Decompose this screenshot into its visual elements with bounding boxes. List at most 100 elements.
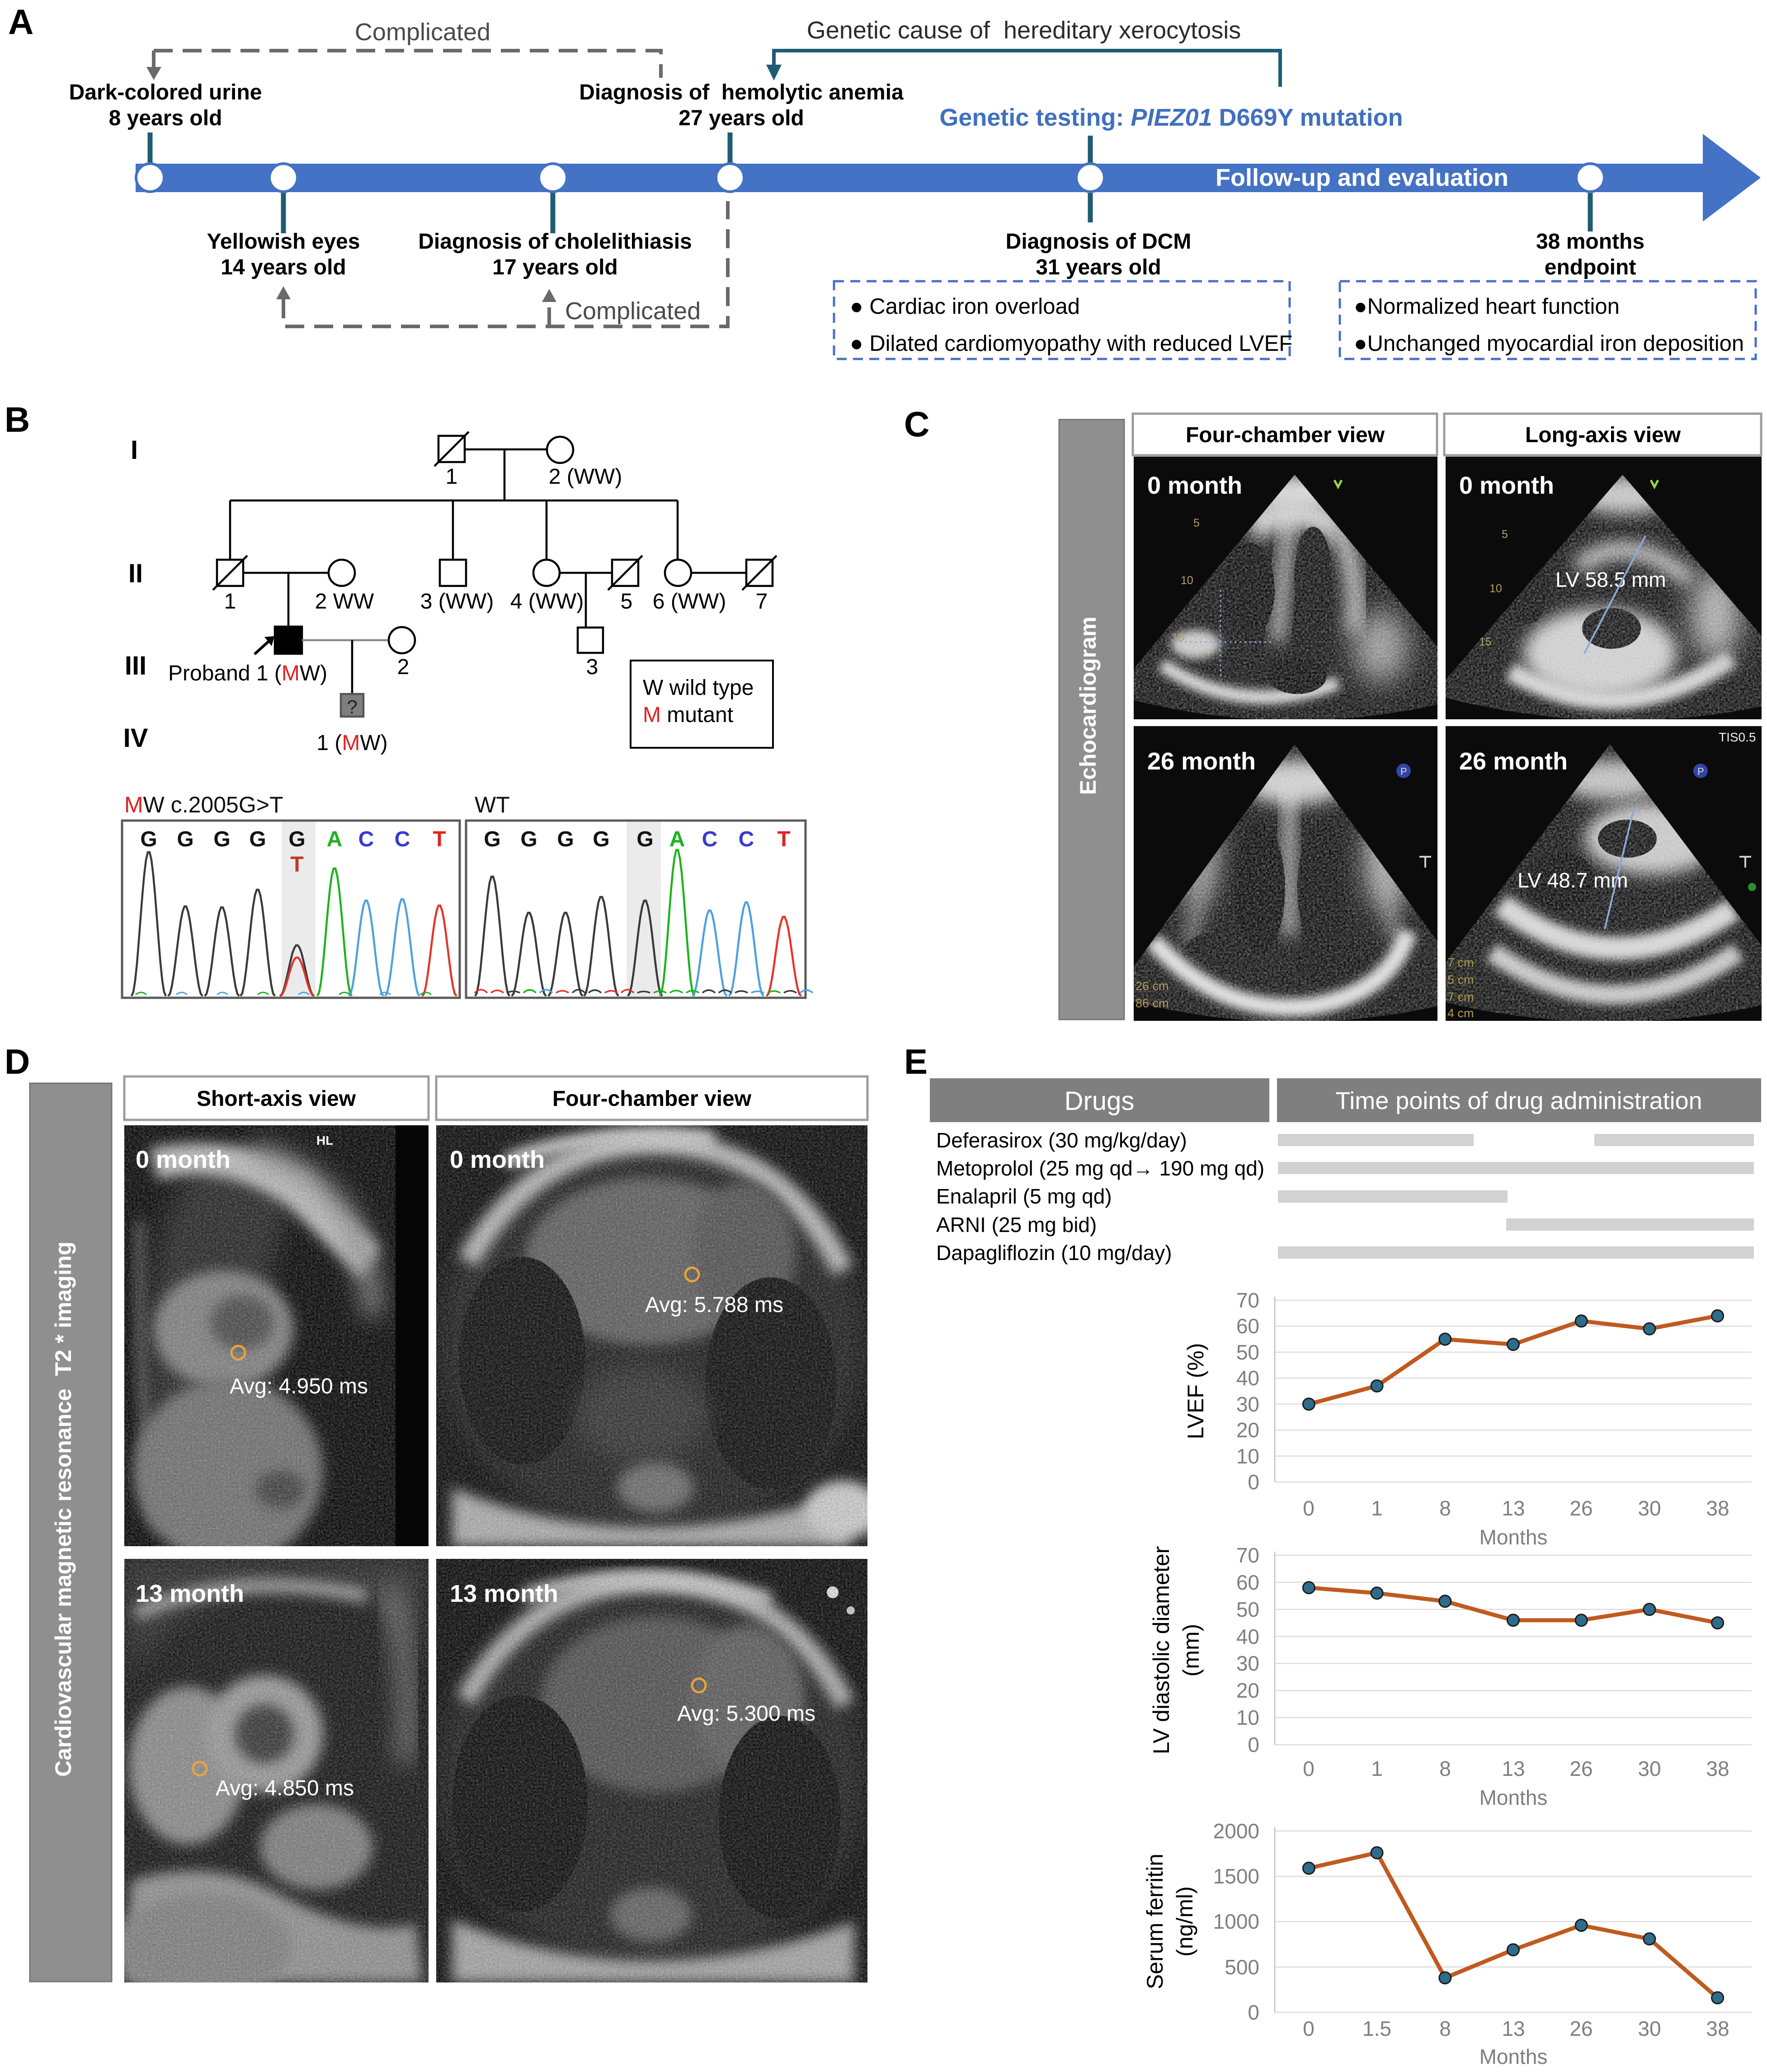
svg-text:2 WW: 2 WW [315,590,374,614]
svg-text:Short-axis view: Short-axis view [197,1087,356,1111]
svg-text:38: 38 [1706,1757,1729,1780]
svg-text:I: I [131,435,138,465]
svg-text:0: 0 [1303,1757,1315,1780]
svg-text:Long-axis view: Long-axis view [1525,423,1681,447]
svg-text:2000: 2000 [1213,1819,1259,1843]
svg-text:Metoprolol (25 mg qd→ 190 mg q: Metoprolol (25 mg qd→ 190 mg qd) [936,1156,1264,1180]
svg-text:0 month: 0 month [450,1146,545,1173]
svg-text:20: 20 [1236,1679,1259,1702]
svg-text:Avg: 4.850 ms: Avg: 4.850 ms [216,1776,354,1800]
svg-text:HL: HL [316,1133,333,1147]
svg-text:● Dilated cardiomyopathy with: ● Dilated cardiomyopathy with reduced LV… [850,331,1292,356]
svg-text:26: 26 [1569,1757,1593,1780]
svg-text:10: 10 [1181,574,1193,587]
svg-text:Months: Months [1480,1786,1548,1809]
svg-text:86 cm: 86 cm [1136,996,1169,1010]
svg-text:10: 10 [1236,1706,1259,1729]
svg-text:W wild type: W wild type [643,676,754,700]
svg-text:30: 30 [1236,1392,1259,1416]
svg-text:1: 1 [1371,1757,1383,1780]
svg-text:10: 10 [1236,1444,1259,1468]
svg-text:IV: IV [123,723,148,753]
svg-text:27 years old: 27 years old [679,106,804,130]
svg-text:●Unchanged myocardial iron dep: ●Unchanged myocardial iron deposition [1354,331,1744,356]
svg-text:50: 50 [1236,1340,1259,1364]
svg-text:LV diastolic diameter: LV diastolic diameter [1149,1546,1174,1754]
svg-text:Months: Months [1480,2045,1548,2068]
svg-text:Diagnosis of hemolytic anemia: Diagnosis of hemolytic anemia [579,80,904,104]
svg-text:(mm): (mm) [1178,1624,1204,1677]
svg-text:0 month: 0 month [1147,472,1242,499]
svg-text:Yellowish eyes: Yellowish eyes [207,230,360,254]
svg-text:G: G [140,827,157,851]
svg-text:G: G [593,827,609,851]
svg-text:Dapagliflozin (10 mg/day): Dapagliflozin (10 mg/day) [936,1241,1172,1265]
svg-text:7 cm: 7 cm [1447,956,1474,969]
svg-text:Complicated: Complicated [355,19,490,46]
svg-text:Proband 1 (MW): Proband 1 (MW) [168,661,327,685]
svg-text:endpoint: endpoint [1545,255,1636,279]
svg-text:1 (MW): 1 (MW) [316,731,387,755]
svg-text:40: 40 [1236,1625,1259,1648]
svg-text:20: 20 [1236,1418,1259,1442]
svg-text:WT: WT [475,792,510,817]
svg-text:13 month: 13 month [450,1580,558,1607]
svg-text:G: G [177,827,193,851]
svg-text:26 month: 26 month [1147,748,1256,775]
svg-text:MW c.2005G>T: MW c.2005G>T [124,792,283,817]
svg-text:G: G [636,827,653,851]
svg-text:A: A [327,827,343,851]
svg-text:4 cm: 4 cm [1447,1006,1474,1020]
svg-text:Four-chamber view: Four-chamber view [1186,423,1385,447]
svg-text:500: 500 [1225,1955,1259,1979]
svg-text:2 (WW): 2 (WW) [549,465,622,489]
svg-text:26 month: 26 month [1459,748,1568,775]
svg-text:?: ? [347,696,357,717]
svg-text:8 years old: 8 years old [109,106,222,130]
svg-text:70: 70 [1236,1543,1259,1567]
svg-text:10: 10 [1489,582,1502,595]
svg-text:30: 30 [1638,2017,1661,2040]
svg-text:P: P [1400,766,1407,777]
svg-text:38: 38 [1706,2017,1729,2040]
svg-text:Months: Months [1480,1525,1548,1549]
svg-text:13: 13 [1502,1757,1525,1780]
svg-text:4 (WW): 4 (WW) [510,590,584,614]
svg-text:1.5: 1.5 [1362,2017,1391,2040]
svg-text:5 cm: 5 cm [1447,973,1474,986]
svg-text:C: C [904,404,929,444]
svg-text:G: G [288,827,305,851]
svg-text:0 month: 0 month [136,1146,231,1173]
svg-text:G: G [249,827,266,851]
svg-text:(ng/ml): (ng/ml) [1172,1886,1197,1957]
svg-text:1500: 1500 [1213,1864,1259,1888]
svg-text:TIS0.5: TIS0.5 [1719,730,1756,744]
svg-text:50: 50 [1236,1598,1259,1621]
svg-text:Complicated: Complicated [565,297,701,325]
svg-text:0: 0 [1303,1496,1315,1520]
svg-text:D: D [5,1042,30,1081]
svg-text:13 month: 13 month [136,1580,244,1607]
svg-text:Echocardiogram: Echocardiogram [1075,617,1101,795]
svg-text:14 years old: 14 years old [221,255,346,279]
svg-text:15: 15 [1172,631,1184,644]
svg-text:Avg: 5.788 ms: Avg: 5.788 ms [645,1293,783,1317]
svg-text:70: 70 [1236,1289,1259,1312]
svg-text:8: 8 [1439,1757,1451,1780]
svg-text:Diagnosis of DCM: Diagnosis of DCM [1006,230,1192,254]
svg-text:26: 26 [1569,1496,1593,1520]
svg-text:0 month: 0 month [1459,472,1554,499]
svg-text:3: 3 [586,655,598,679]
svg-text:0: 0 [1248,2001,1259,2024]
svg-text:●Normalized heart function: ●Normalized heart function [1354,294,1620,319]
svg-text:C: C [395,827,410,851]
svg-text:60: 60 [1236,1314,1259,1338]
svg-text:5: 5 [621,590,633,614]
svg-text:0: 0 [1303,2017,1315,2040]
svg-text:7: 7 [756,590,768,614]
svg-text:0: 0 [1248,1470,1259,1494]
svg-text:2: 2 [397,655,410,679]
svg-text:Avg: 5.300 ms: Avg: 5.300 ms [677,1702,815,1726]
svg-text:8: 8 [1439,1496,1451,1520]
svg-text:A: A [669,827,685,851]
